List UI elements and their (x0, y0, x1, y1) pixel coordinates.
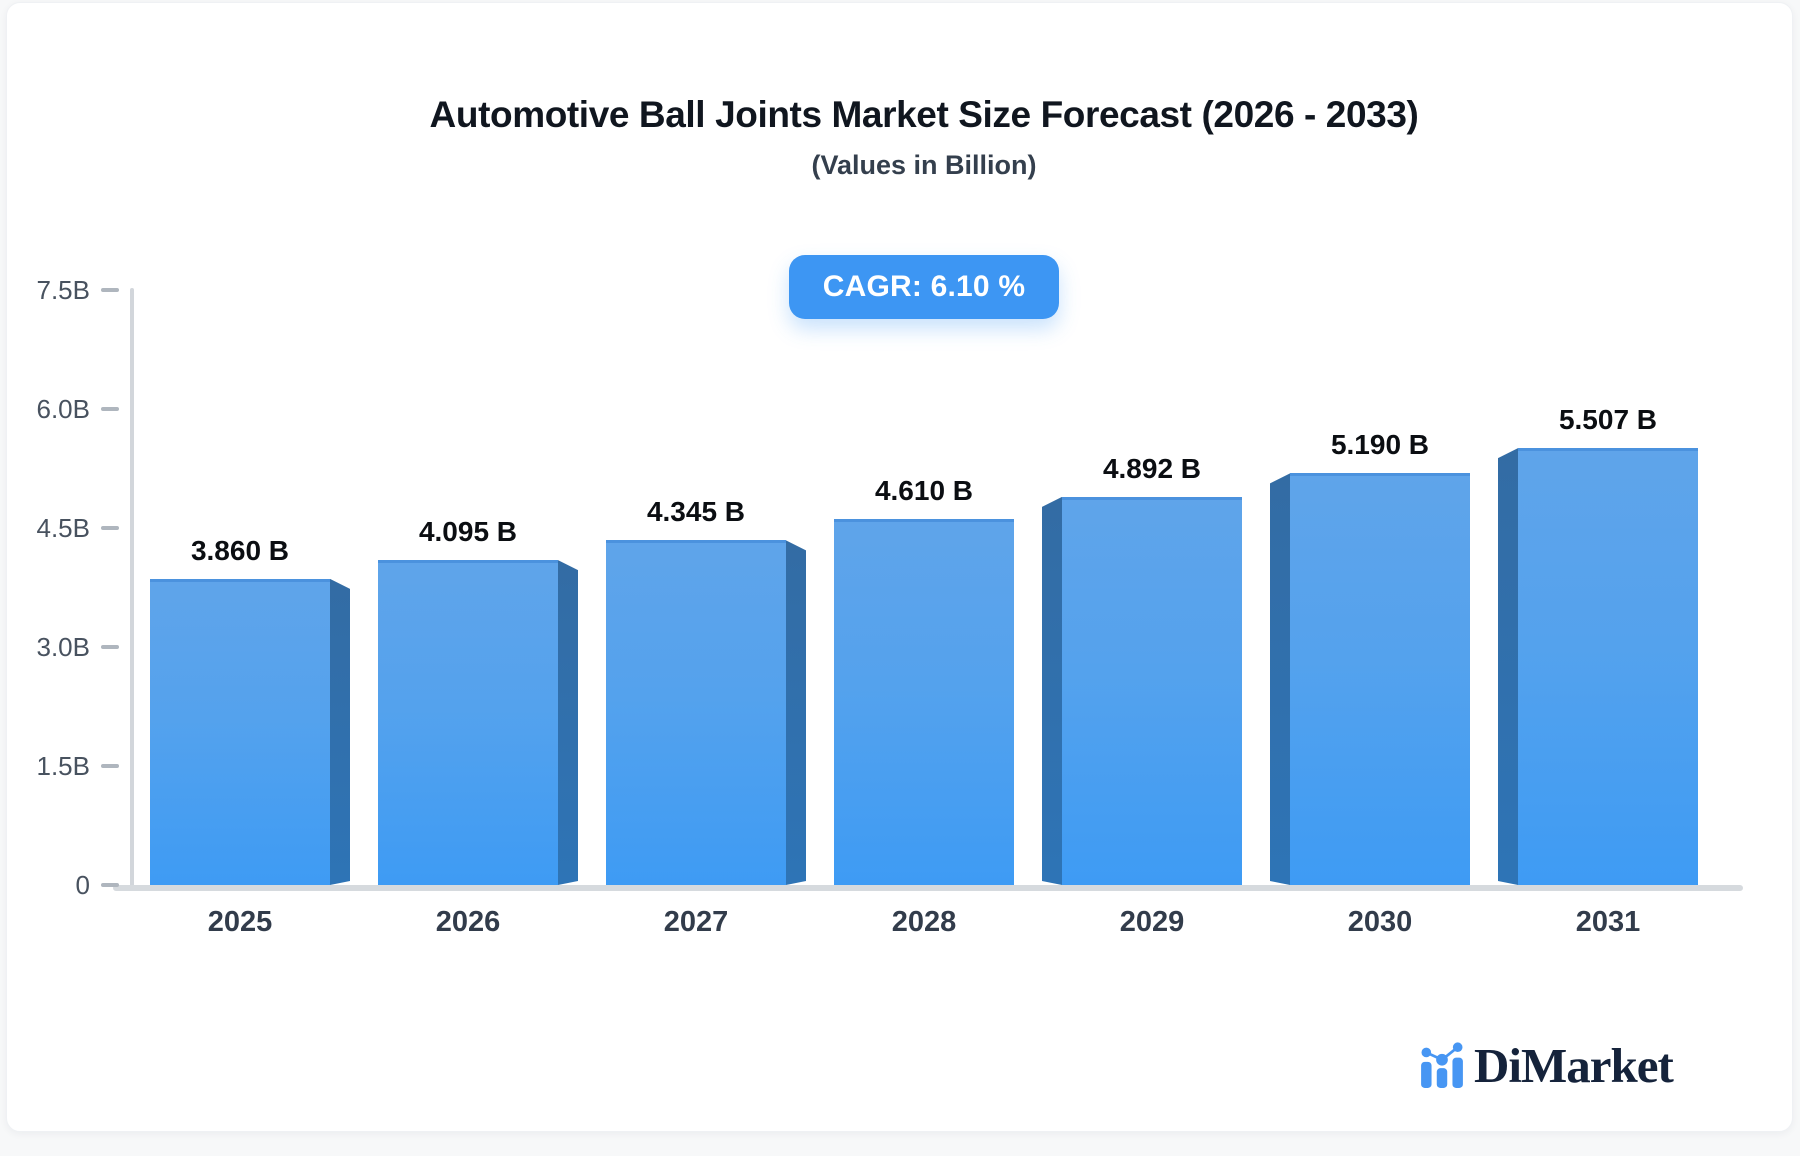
bar-side-face (786, 540, 806, 885)
cagr-badge: CAGR: 6.10 % (788, 255, 1060, 319)
bar (834, 519, 1014, 885)
bar-side-face (1270, 473, 1290, 885)
dimarket-logo-text: DiMarket (1474, 1037, 1674, 1093)
dimarket-logo-icon (1421, 1042, 1463, 1088)
x-axis-labels: 2025 2026 2027 2028 2029 2030 2031 (150, 906, 1710, 948)
x-axis-label: 2029 (1119, 906, 1185, 938)
bar-value-label: 4.345 B (646, 496, 746, 528)
bar (150, 578, 330, 885)
bar-value-label: 5.507 B (1558, 404, 1658, 436)
y-axis-tick-label: 6.0B (36, 394, 91, 424)
y-axis-tick (101, 764, 119, 768)
y-axis-tick (101, 407, 119, 411)
chart-title: Automotive Ball Joints Market Size Forec… (429, 94, 1419, 135)
bar-side-face (1498, 448, 1518, 885)
bar-value-label: 3.860 B (190, 534, 290, 566)
y-axis-tick-label: 3.0B (36, 632, 91, 662)
bar-side-face (330, 579, 350, 885)
y-axis-tick-label: 1.5B (36, 751, 91, 781)
bar-value-label: 4.610 B (874, 475, 974, 507)
y-axis-tick-label: 7.5B (36, 275, 91, 305)
plot-area: 3.860 B 4.095 B 4.345 B 4.610 B 4.892 B 5.190… (150, 290, 1710, 885)
dimarket-logo: DiMarket (1421, 1036, 1674, 1093)
bar (378, 560, 558, 885)
y-axis-tick-label: 0 (75, 870, 90, 900)
y-axis-tick (101, 288, 119, 292)
chart-subtitle: (Values in Billion) (811, 150, 1037, 180)
y-axis-tick (101, 883, 119, 887)
bar-value-label: 5.190 B (1330, 429, 1430, 461)
y-axis-tick (101, 526, 119, 530)
x-axis-line (113, 885, 1743, 891)
x-axis-label: 2026 (435, 906, 501, 938)
x-axis-label: 2025 (207, 906, 273, 938)
x-axis-label: 2031 (1575, 906, 1641, 938)
y-axis-line (130, 288, 134, 887)
bar (1518, 448, 1698, 885)
bar (606, 540, 786, 885)
bar-value-label: 4.095 B (418, 516, 518, 548)
bar (1290, 473, 1470, 885)
cagr-badge-wrap: CAGR: 6.10 % (48, 255, 1800, 319)
y-axis-tick (101, 645, 119, 649)
bar-value-label: 4.892 B (1102, 452, 1202, 484)
x-axis-label: 2027 (663, 906, 729, 938)
y-axis-tick-label: 4.5B (36, 513, 91, 543)
x-axis-label: 2030 (1347, 906, 1413, 938)
bar-side-face (558, 560, 578, 885)
x-axis-label: 2028 (891, 906, 957, 938)
bar-side-face (1042, 497, 1062, 885)
bar (1062, 496, 1242, 885)
